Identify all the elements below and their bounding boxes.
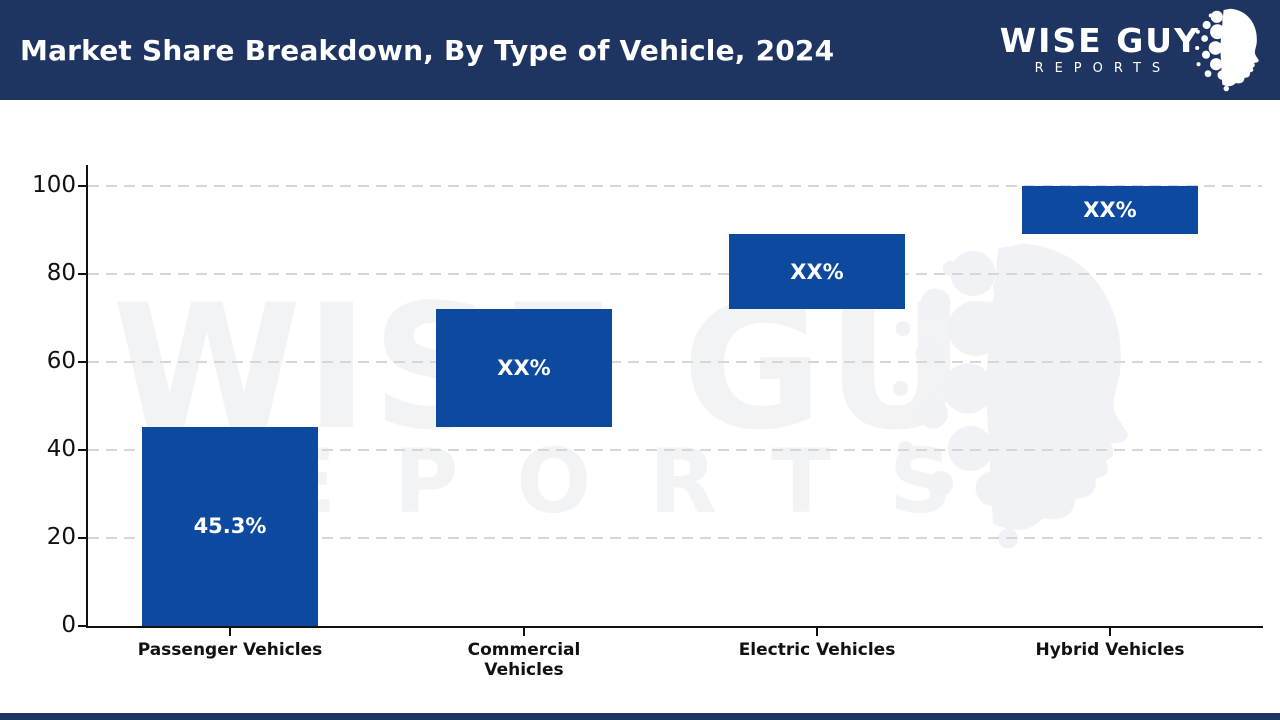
- bar-segment[interactable]: XX%: [729, 234, 905, 310]
- y-axis-tick: [78, 625, 87, 627]
- bar-value-label: XX%: [790, 259, 844, 284]
- x-axis-tick: [523, 628, 525, 636]
- gridline: [88, 449, 1262, 451]
- x-axis-tick: [1109, 628, 1111, 636]
- head-watermark-icon: [893, 243, 1128, 549]
- y-axis-tick-label: 80: [46, 260, 76, 286]
- head-silhouette-icon: [1195, 8, 1259, 92]
- y-axis-tick: [78, 537, 87, 539]
- x-axis-tick: [816, 628, 818, 636]
- x-axis-category-label: Electric Vehicles: [738, 640, 896, 660]
- logo-text: WISE GUY REPORTS: [1000, 24, 1200, 76]
- gridline: [88, 537, 1262, 539]
- y-axis-tick: [78, 361, 87, 363]
- y-axis-tick-label: 40: [46, 436, 76, 462]
- x-axis-category-label: Hybrid Vehicles: [1035, 640, 1185, 660]
- bar-segment[interactable]: XX%: [436, 309, 612, 427]
- y-axis-tick: [78, 273, 87, 275]
- y-axis-tick-label: 20: [46, 524, 76, 550]
- x-axis-category-label: Passenger Vehicles: [137, 640, 323, 660]
- y-axis-tick: [78, 449, 87, 451]
- footer-bar: [0, 713, 1280, 720]
- header-bar: Market Share Breakdown, By Type of Vehic…: [0, 0, 1280, 100]
- y-axis-tick-label: 0: [61, 612, 76, 638]
- wise-guy-reports-logo: WISE GUY REPORTS: [1000, 6, 1272, 94]
- logo-wordmark: WISE GUY: [999, 21, 1200, 60]
- x-axis-line: [86, 626, 1263, 628]
- y-axis-tick-label: 100: [32, 172, 76, 198]
- x-axis-category-label: Commercial Vehicles: [467, 640, 581, 681]
- gridline: [88, 273, 1262, 275]
- chart-title: Market Share Breakdown, By Type of Vehic…: [20, 33, 835, 67]
- logo-subtitle: REPORTS: [1034, 61, 1172, 76]
- x-axis-tick: [229, 628, 231, 636]
- bar-segment[interactable]: 45.3%: [142, 426, 318, 626]
- gridline: [88, 185, 1262, 187]
- bar-value-label: XX%: [497, 355, 551, 380]
- bar-value-label: XX%: [1083, 198, 1137, 223]
- bar-value-label: 45.3%: [193, 514, 267, 539]
- bar-segment[interactable]: XX%: [1022, 186, 1198, 235]
- gridline: [88, 361, 1262, 363]
- y-axis-tick-label: 60: [46, 348, 76, 374]
- y-axis-line: [86, 165, 88, 628]
- y-axis-tick: [78, 185, 87, 187]
